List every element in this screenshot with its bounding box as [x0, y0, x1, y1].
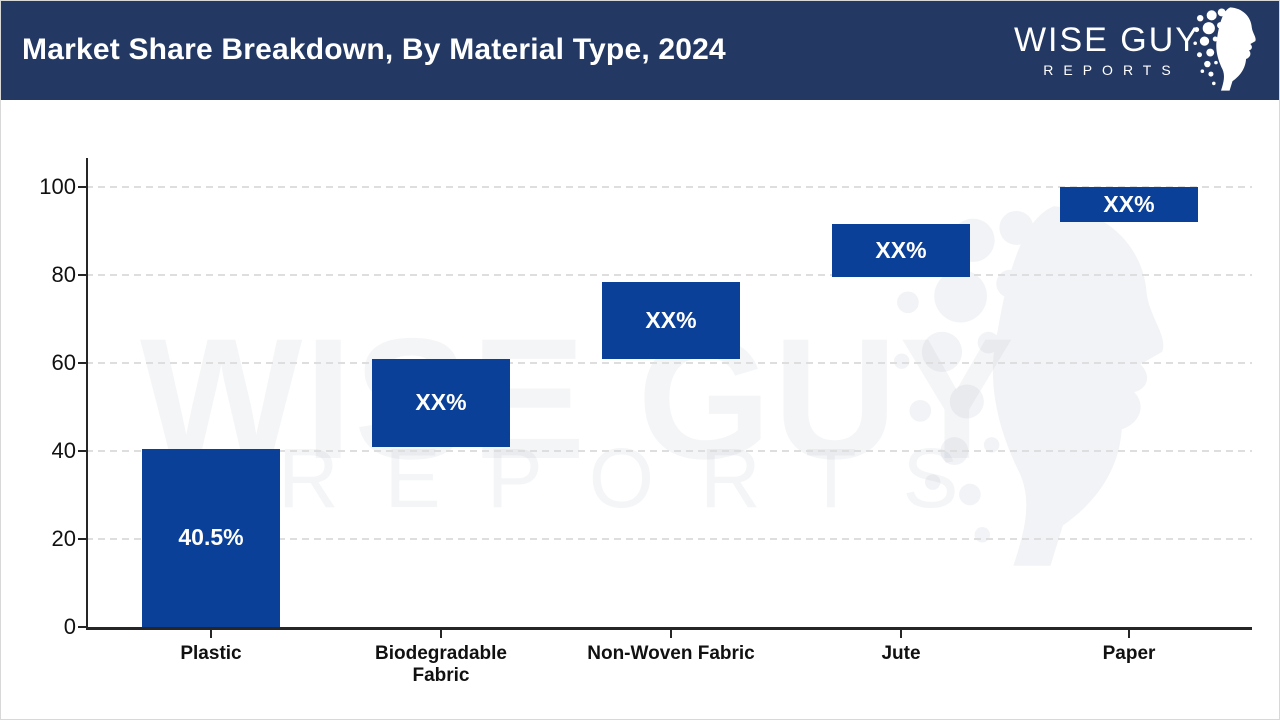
x-axis-line: [86, 627, 1252, 630]
wiseguy-head-icon: [1190, 6, 1262, 92]
bar-value-label: XX%: [645, 306, 697, 333]
x-tick-label-line: Paper: [1102, 643, 1156, 664]
logo-wordmark: WISE GUY: [1013, 21, 1200, 59]
gridline: [86, 274, 1252, 276]
y-tick-label: 80: [51, 262, 76, 287]
bar-value-label: XX%: [1103, 191, 1155, 218]
x-tick-label-line: Fabric: [412, 664, 470, 686]
bar-value-label: XX%: [875, 237, 927, 264]
bar-value-label: XX%: [415, 389, 467, 416]
bar-plastic: 40.5%: [142, 448, 280, 627]
y-axis-line: [86, 158, 88, 630]
bar-paper: XX%: [1060, 187, 1198, 223]
y-axis-tick: [78, 186, 86, 188]
wiseguy-logo-text: WISE GUY REPORTS: [1014, 23, 1200, 77]
x-axis-tick: [440, 630, 442, 638]
plot-region: 0 20 40 60 80 100 40.5% XX% XX% XX% XX% Plastic Biod…: [0, 100, 1280, 720]
header-bar: Market Share Breakdown, By Material Type…: [0, 0, 1280, 100]
y-tick-label: 40: [51, 438, 76, 463]
gridline: [86, 186, 1252, 188]
x-tick-label-line: Non-Woven Fabric: [587, 643, 755, 664]
y-tick-label: 60: [51, 350, 76, 375]
y-axis-tick: [78, 450, 86, 452]
x-tick-label: Biodegradable Fabric: [331, 643, 551, 687]
x-tick-label: Non-Woven Fabric: [561, 643, 781, 665]
page-title: Market Share Breakdown, By Material Type…: [22, 33, 726, 66]
x-tick-label: Paper: [1019, 643, 1239, 665]
gridline: [86, 362, 1252, 364]
x-axis-tick: [900, 630, 902, 638]
gridline: [86, 538, 1252, 540]
x-tick-label: Jute: [791, 643, 1011, 665]
y-tick-label: 20: [51, 526, 76, 551]
bar-jute: XX%: [832, 224, 970, 278]
y-axis-tick: [78, 274, 86, 276]
x-tick-label-line: Jute: [881, 643, 921, 664]
bar-biodegradable-fabric: XX%: [372, 358, 510, 447]
x-axis-tick: [1128, 630, 1130, 638]
x-tick-label-line: Biodegradable: [375, 643, 507, 664]
y-axis-tick: [78, 362, 86, 364]
wiseguy-logo: WISE GUY REPORTS: [1014, 8, 1280, 92]
logo-subtitle: REPORTS: [1043, 62, 1181, 78]
x-axis-tick: [670, 630, 672, 638]
bar-value-label: 40.5%: [178, 524, 244, 551]
bar-non-woven-fabric: XX%: [602, 281, 740, 359]
x-tick-label-line: Plastic: [180, 643, 242, 664]
chart-area: WISE GUY REPORTS 0 20 40 60 80 100 40.5% XX% XX%…: [0, 100, 1280, 720]
gridline: [86, 450, 1252, 452]
y-axis-tick: [78, 538, 86, 540]
y-tick-label: 0: [63, 614, 76, 639]
x-tick-label: Plastic: [101, 643, 321, 665]
x-axis-tick: [210, 630, 212, 638]
y-tick-label: 100: [39, 174, 76, 199]
y-axis-tick: [78, 626, 86, 628]
